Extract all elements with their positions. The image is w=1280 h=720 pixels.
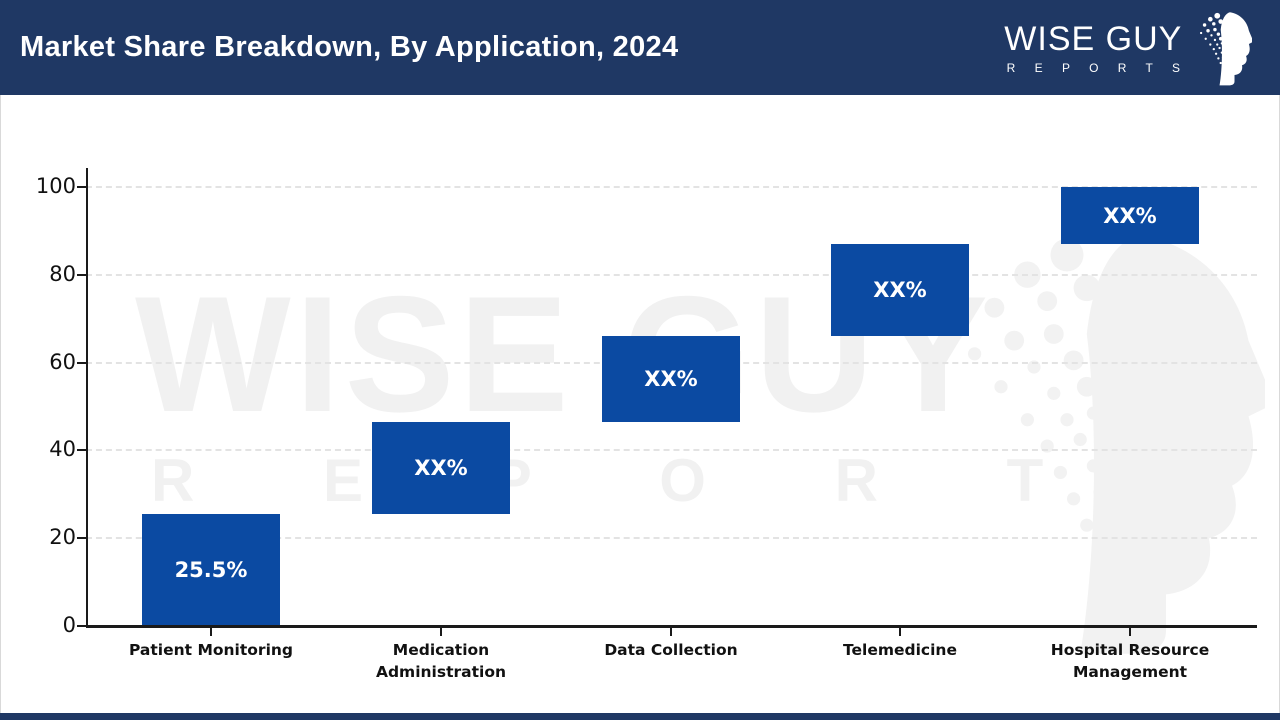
y-tick-mark xyxy=(77,186,86,188)
x-axis-line xyxy=(86,625,1257,628)
bar-value-label: 25.5% xyxy=(174,558,248,583)
brand-logo: WISE GUY R E P O R T S xyxy=(999,10,1254,86)
watermark-face-icon xyxy=(935,222,1275,657)
y-tick-label: 80 xyxy=(49,261,76,286)
header-bar: Market Share Breakdown, By Application, … xyxy=(0,0,1280,95)
y-tick-label: 100 xyxy=(35,174,76,198)
waterfall-bar xyxy=(142,514,280,626)
y-tick-mark xyxy=(77,625,86,627)
bar-value-label: XX% xyxy=(644,367,698,392)
y-tick-mark xyxy=(77,449,86,452)
y-gridline xyxy=(86,186,1257,188)
x-tick-mark xyxy=(1129,627,1131,636)
bar-value-label: XX% xyxy=(873,278,927,303)
y-tick-mark xyxy=(77,537,86,540)
waterfall-bar xyxy=(602,336,740,422)
logo-wordmark: WISE GUY xyxy=(1004,19,1183,58)
bar-value-label: XX% xyxy=(1103,203,1157,228)
bar-value-label: XX% xyxy=(414,455,468,480)
x-tick-mark xyxy=(210,627,212,636)
left-edge-border xyxy=(0,95,1,715)
category-label: Data Collection xyxy=(604,641,738,659)
waterfall-bar xyxy=(372,421,510,515)
y-tick-mark xyxy=(77,273,86,276)
x-tick-mark xyxy=(440,627,442,636)
logo-subtext: R E P O R T S xyxy=(1006,60,1188,75)
waterfall-bar xyxy=(1061,187,1199,245)
waterfall-bar xyxy=(831,244,969,337)
y-tick-label: 60 xyxy=(49,349,76,374)
y-axis-line xyxy=(86,168,88,628)
y-gridline xyxy=(86,449,1257,452)
y-tick-label: 20 xyxy=(49,525,76,550)
category-label: Medication Administration xyxy=(375,641,507,681)
brand-logo-text: WISE GUY R E P O R T S xyxy=(999,22,1188,74)
watermark-subtext: R E P O R T S xyxy=(151,447,1268,514)
footer-bar xyxy=(0,713,1280,720)
y-tick-label: 40 xyxy=(49,437,76,462)
x-tick-mark xyxy=(670,627,672,636)
category-label: Patient Monitoring xyxy=(128,641,294,659)
y-tick-label: 0 xyxy=(62,613,76,637)
dotted-face-icon xyxy=(1194,10,1254,86)
y-gridline xyxy=(86,273,1257,276)
y-tick-mark xyxy=(77,361,86,364)
y-gridline xyxy=(86,537,1257,540)
page-title: Market Share Breakdown, By Application, … xyxy=(20,31,679,63)
category-label: Hospital Resource Management xyxy=(1050,641,1210,681)
category-label: Telemedicine xyxy=(843,641,957,659)
x-tick-mark xyxy=(899,627,901,636)
